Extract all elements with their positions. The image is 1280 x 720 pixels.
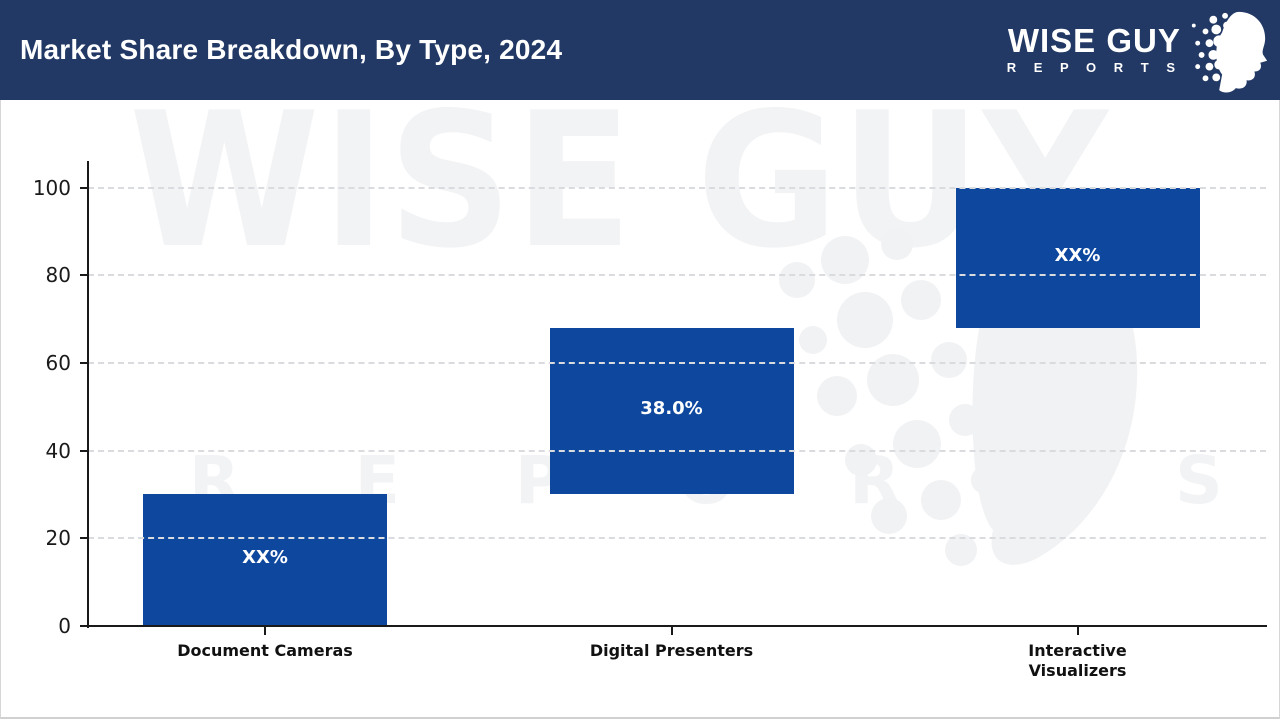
gridline <box>88 537 1266 540</box>
bar-digital-presenters <box>549 327 794 495</box>
y-tick-label: 80 <box>45 263 71 288</box>
logo-face-icon <box>1191 11 1268 93</box>
logo-wordmark: WISE GUY <box>1007 22 1181 59</box>
x-tick-label: Digital Presenters <box>589 641 754 660</box>
y-tick <box>80 625 88 627</box>
gridline <box>88 449 1266 452</box>
x-tick-label: Document Cameras <box>177 641 353 660</box>
bar-value-label: XX% <box>1054 244 1101 266</box>
bar-value-label: XX% <box>242 547 288 569</box>
bar-value-label: 38.0% <box>640 398 703 420</box>
y-tick-label: 40 <box>45 438 71 463</box>
gridline <box>88 186 1266 189</box>
logo-text: WISE GUY R E P O R T S <box>1007 24 1182 76</box>
x-tick <box>670 627 673 635</box>
y-tick-label: 20 <box>45 526 71 551</box>
header: Market Share Breakdown, By Type, 2024 WI… <box>0 0 1280 100</box>
wiseguy-logo: WISE GUY R E P O R T S <box>1007 6 1272 94</box>
bar-interactive-visualizers <box>955 187 1200 328</box>
y-tick-label: 60 <box>45 350 71 375</box>
y-tick-label: 100 <box>32 175 71 200</box>
y-tick <box>80 449 88 452</box>
bar-document-cameras <box>143 494 387 626</box>
y-tick <box>80 186 88 189</box>
logo-subtitle: R E P O R T S <box>1006 60 1182 75</box>
y-axis-line <box>87 161 89 628</box>
y-tick <box>80 361 88 364</box>
gridline <box>88 274 1266 277</box>
x-axis-line <box>87 625 1267 627</box>
x-tick-label: Interactive Visualizers <box>1028 641 1127 680</box>
watermark-text: WISE GUY <box>129 100 1110 289</box>
y-tick-label: 0 <box>58 614 71 638</box>
x-tick <box>264 627 266 635</box>
page-title: Market Share Breakdown, By Type, 2024 <box>20 34 563 65</box>
x-tick <box>1076 627 1079 635</box>
y-tick <box>80 274 88 277</box>
y-tick <box>80 537 88 540</box>
chart-area: WISE GUY R E P O R T S 020406080100XX%Do… <box>0 100 1280 719</box>
gridline <box>88 361 1266 364</box>
